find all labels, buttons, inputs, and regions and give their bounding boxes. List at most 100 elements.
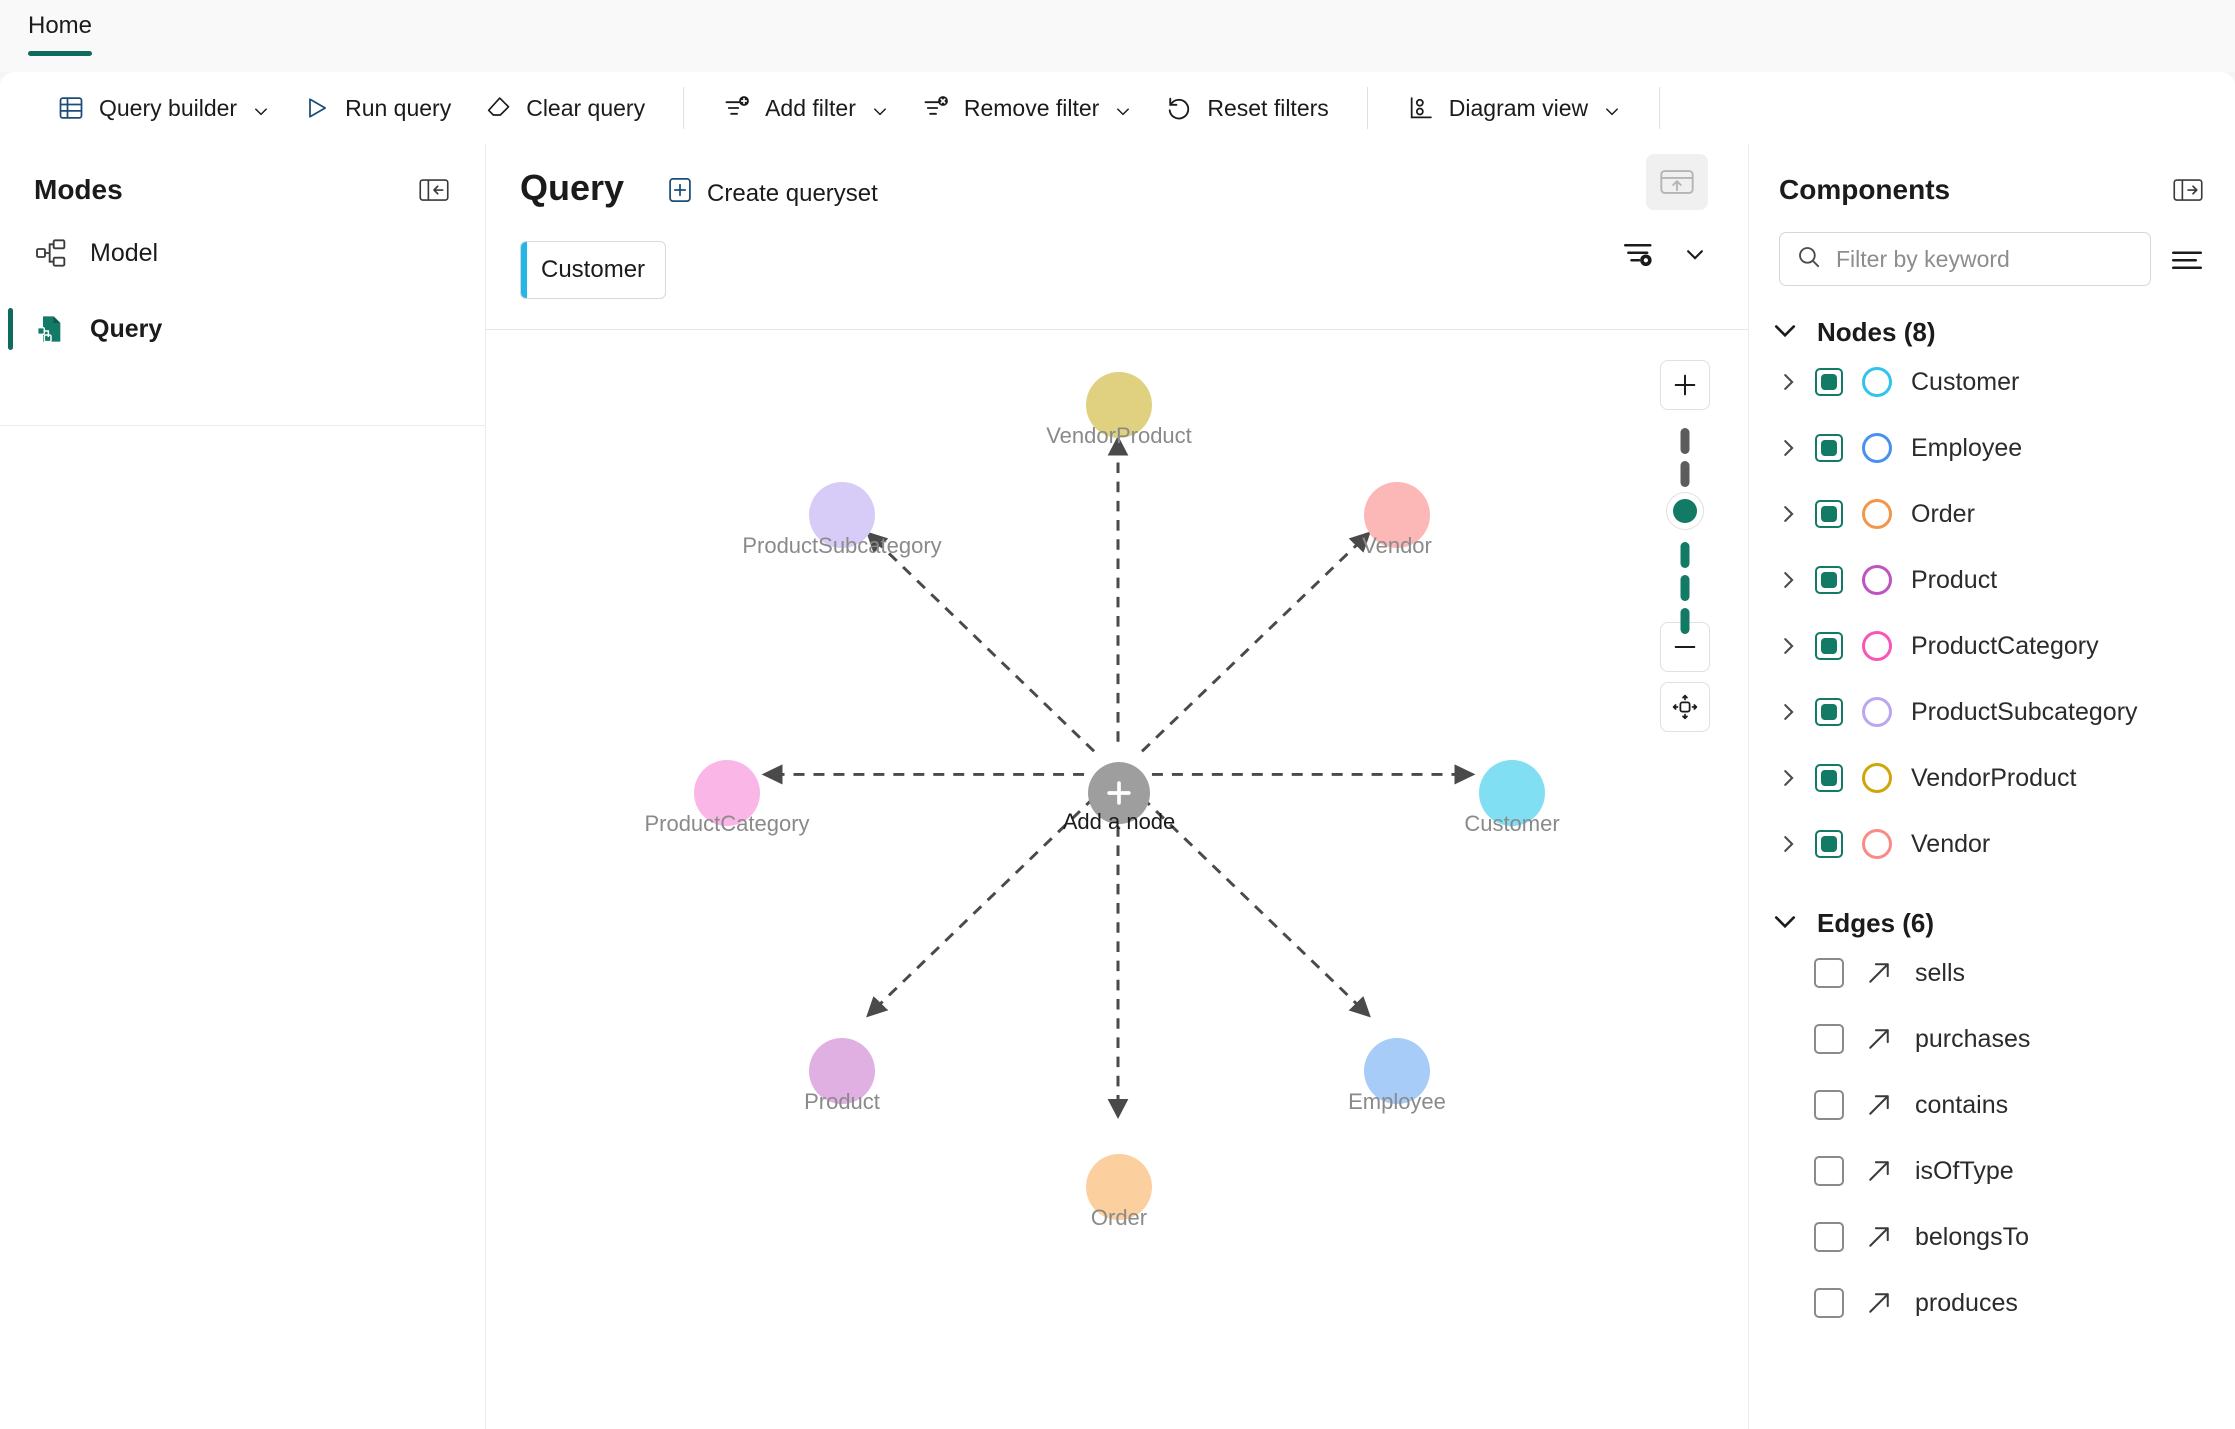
panel-collapse-left-icon[interactable] [417,176,451,204]
diagram-view-button[interactable]: Diagram view [1390,84,1637,132]
add-filter-label: Add filter [765,94,856,121]
query-builder-label: Query builder [99,94,238,121]
edge-row-purchases[interactable]: purchases [1749,1006,2235,1072]
filter-settings-icon[interactable] [1622,239,1656,269]
node-row-customer[interactable]: Customer [1749,349,2235,415]
ribbon-tab-home[interactable]: Home [14,0,106,56]
graph-node-circle[interactable] [1086,372,1152,438]
chevron-right-icon[interactable] [1771,833,1805,855]
node-checkbox[interactable] [1805,500,1853,528]
nodes-section-label: Nodes [1817,317,1897,347]
active-tab-indicator [28,51,93,56]
edge-row-isoftype[interactable]: isOfType [1749,1138,2235,1204]
node-checkbox[interactable] [1805,368,1853,396]
edge-row-produces[interactable]: produces [1749,1270,2235,1336]
mode-item-model[interactable]: Model [0,224,485,282]
node-checkbox[interactable] [1805,764,1853,792]
reset-filters-label: Reset filters [1207,94,1329,121]
edge-row-sells[interactable]: sells [1749,940,2235,1006]
graph-node-circle[interactable] [1364,1038,1430,1104]
edge-checkbox[interactable] [1805,1024,1853,1054]
mode-item-label: Query [90,314,163,343]
chevron-right-icon[interactable] [1771,635,1805,657]
toolbar-divider-2 [1366,87,1368,129]
zoom-slider-thumb[interactable] [1667,493,1703,529]
node-row-label: ProductSubcategory [1911,697,2138,726]
create-queryset-button[interactable]: Create queryset [666,176,878,211]
nodes-section-header[interactable]: Nodes (8) [1749,286,2235,349]
edge-row-contains[interactable]: contains [1749,1072,2235,1138]
components-header: Components [1749,144,2235,206]
node-color-ring-icon [1853,367,1901,397]
model-icon [34,236,68,270]
zoom-in-button[interactable] [1660,360,1710,410]
reset-filters-button[interactable]: Reset filters [1148,84,1344,132]
node-row-label: Order [1911,499,1975,528]
modes-panel: Modes [0,144,485,426]
node-checkbox[interactable] [1805,830,1853,858]
graph-node-circle[interactable] [1479,760,1545,826]
graph-canvas[interactable]: VendorProduct Vendor Customer Employee Order… [486,330,1748,1429]
edge-checkbox[interactable] [1805,1288,1853,1318]
zoom-slider[interactable] [1660,428,1710,634]
add-filter-button[interactable]: Add filter [706,84,905,132]
fit-to-view-button[interactable] [1660,682,1710,732]
node-row-vendor[interactable]: Vendor [1749,811,2235,877]
chevron-right-icon[interactable] [1771,701,1805,723]
chevron-right-icon[interactable] [1771,437,1805,459]
chevron-right-icon[interactable] [1771,371,1805,393]
edge-checkbox[interactable] [1805,1090,1853,1120]
graph-node-circle[interactable] [809,1038,875,1104]
expand-panel-icon[interactable] [1646,154,1708,210]
command-toolbar: Query builder Run query Clear query [0,72,2235,144]
remove-filter-button[interactable]: Remove filter [905,84,1148,132]
graph-node-circle[interactable] [694,760,760,826]
search-icon [1796,244,1822,275]
play-icon [302,93,332,123]
edge-checkbox[interactable] [1805,958,1853,988]
sort-icon[interactable] [2169,241,2205,277]
graph-node-circle[interactable] [809,482,875,548]
run-query-button[interactable]: Run query [286,84,467,132]
graph-node-circle[interactable] [1364,482,1430,548]
edge-row-label: belongsTo [1915,1222,2029,1251]
chevron-right-icon[interactable] [1771,767,1805,789]
node-checkbox[interactable] [1805,434,1853,462]
edges-section-count: (6) [1902,908,1935,938]
node-row-product[interactable]: Product [1749,547,2235,613]
chevron-down-icon[interactable] [1682,243,1708,265]
node-row-order[interactable]: Order [1749,481,2235,547]
queryset-chip-customer[interactable]: Customer [520,241,667,299]
edge-checkbox[interactable] [1805,1156,1853,1186]
toolbar-divider-3 [1659,87,1661,129]
arrow-up-right-icon [1853,958,1905,988]
node-row-employee[interactable]: Employee [1749,415,2235,481]
plus-icon[interactable] [1088,762,1150,824]
panel-collapse-right-icon[interactable] [2171,176,2205,204]
edges-section-label: Edges [1817,908,1896,938]
node-checkbox[interactable] [1805,566,1853,594]
zoom-slider-track [1680,428,1690,634]
graph-node-circle[interactable] [1086,1154,1152,1220]
node-row-productcategory[interactable]: ProductCategory [1749,613,2235,679]
node-checkbox[interactable] [1805,698,1853,726]
node-color-ring-icon [1853,631,1901,661]
chevron-down-icon [1771,907,1799,940]
chevron-right-icon[interactable] [1771,569,1805,591]
chevron-right-icon[interactable] [1771,503,1805,525]
node-checkbox[interactable] [1805,632,1853,660]
search-input-wrapper[interactable] [1779,232,2151,286]
page-title: Query [520,167,625,208]
node-color-ring-icon [1853,697,1901,727]
search-input[interactable] [1836,245,2134,273]
toolbar-divider-1 [683,87,685,129]
edge-checkbox[interactable] [1805,1222,1853,1252]
edge-row-belongsto[interactable]: belongsTo [1749,1204,2235,1270]
node-row-vendorproduct[interactable]: VendorProduct [1749,745,2235,811]
node-row-productsubcategory[interactable]: ProductSubcategory [1749,679,2235,745]
zoom-out-button[interactable] [1660,622,1710,672]
edges-section-header[interactable]: Edges (6) [1749,877,2235,940]
query-builder-button[interactable]: Query builder [40,84,286,132]
clear-query-button[interactable]: Clear query [467,84,661,132]
mode-item-query[interactable]: Query [0,300,485,358]
